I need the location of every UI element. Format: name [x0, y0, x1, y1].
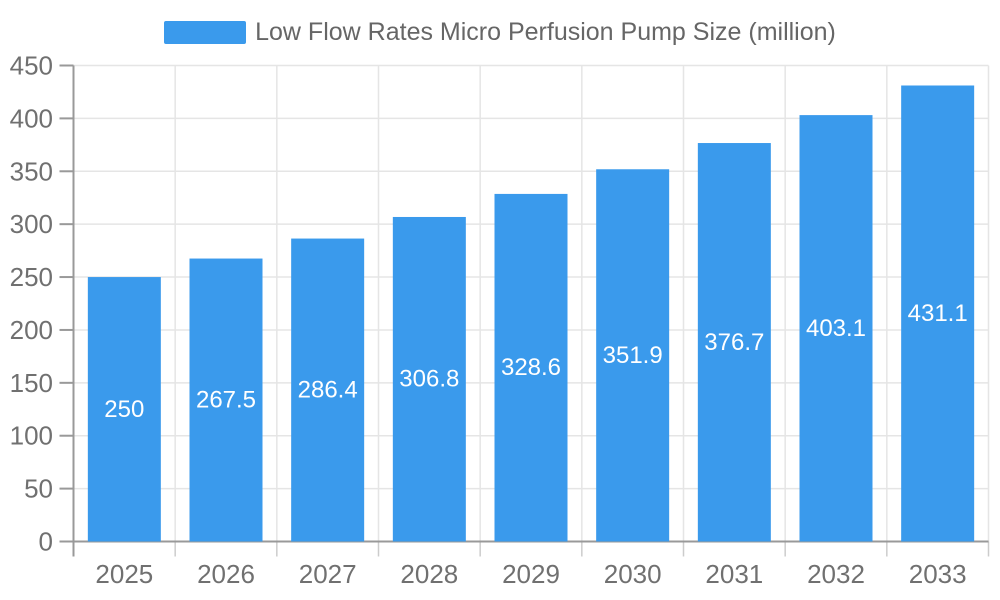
legend-item[interactable]: Low Flow Rates Micro Perfusion Pump Size… — [164, 18, 836, 46]
x-axis-label: 2032 — [807, 559, 865, 589]
bar-value-label: 403.1 — [806, 315, 866, 342]
x-axis-label: 2030 — [604, 559, 662, 589]
y-axis-label: 300 — [10, 209, 53, 239]
legend-swatch-icon — [164, 20, 247, 44]
legend: Low Flow Rates Micro Perfusion Pump Size… — [0, 18, 1000, 46]
bar-value-label: 250 — [104, 396, 144, 423]
y-axis-label: 50 — [24, 474, 53, 504]
x-axis-label: 2033 — [909, 559, 967, 589]
bar-2027[interactable] — [291, 238, 365, 542]
bar-value-label: 328.6 — [501, 354, 561, 381]
bar-value-label: 267.5 — [196, 387, 256, 414]
y-axis-label: 200 — [10, 315, 53, 345]
x-axis-label: 2028 — [400, 559, 458, 589]
y-axis-label: 0 — [39, 527, 53, 557]
bar-value-label: 306.8 — [399, 366, 459, 393]
x-axis-label: 2025 — [95, 559, 153, 589]
bar-value-label: 376.7 — [704, 329, 764, 356]
x-axis-label: 2029 — [502, 559, 560, 589]
bar-2033[interactable] — [901, 85, 975, 542]
legend-label: Low Flow Rates Micro Perfusion Pump Size… — [255, 18, 836, 46]
bar-2025[interactable] — [87, 277, 161, 542]
bar-value-label: 286.4 — [298, 377, 358, 404]
bar-2031[interactable] — [697, 143, 771, 542]
y-axis-label: 400 — [10, 103, 53, 133]
bar-value-label: 431.1 — [908, 300, 968, 327]
bar-2032[interactable] — [799, 115, 873, 542]
y-axis-label: 350 — [10, 156, 53, 186]
x-axis-label: 2031 — [705, 559, 763, 589]
x-axis-label: 2027 — [299, 559, 357, 589]
y-axis-label: 100 — [10, 421, 53, 451]
y-axis-label: 450 — [10, 51, 53, 81]
y-axis-label: 150 — [10, 368, 53, 398]
bar-value-label: 351.9 — [603, 342, 663, 369]
bar-2026[interactable] — [189, 258, 263, 542]
y-axis-label: 250 — [10, 262, 53, 292]
bar-2029[interactable] — [494, 193, 568, 542]
x-axis-label: 2026 — [197, 559, 255, 589]
bar-2028[interactable] — [392, 216, 466, 542]
bar-2030[interactable] — [596, 169, 670, 542]
